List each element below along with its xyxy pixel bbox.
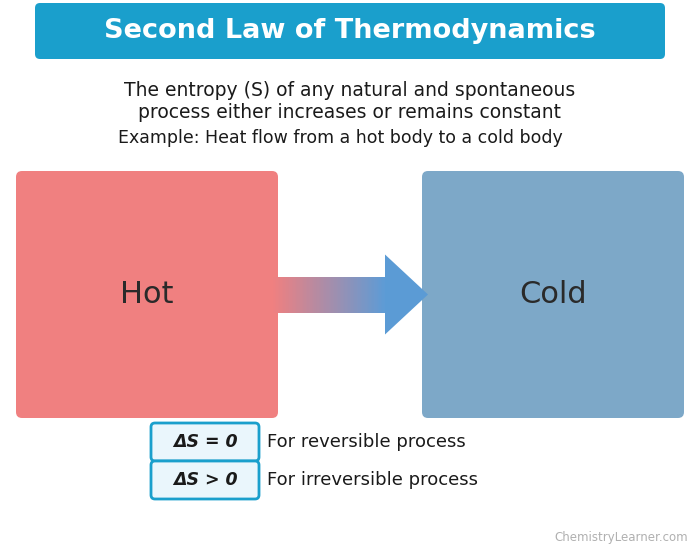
Text: Hot: Hot bbox=[120, 280, 174, 309]
Bar bbox=[321, 277, 323, 312]
Bar bbox=[337, 277, 339, 312]
FancyBboxPatch shape bbox=[16, 171, 278, 418]
Bar bbox=[286, 277, 288, 312]
FancyBboxPatch shape bbox=[151, 461, 259, 499]
Bar bbox=[335, 277, 337, 312]
Bar bbox=[299, 277, 301, 312]
Bar bbox=[354, 277, 356, 312]
Bar bbox=[295, 277, 297, 312]
Bar bbox=[378, 277, 380, 312]
Bar bbox=[313, 277, 315, 312]
Bar bbox=[312, 277, 314, 312]
Bar bbox=[340, 277, 342, 312]
Bar bbox=[326, 277, 328, 312]
Text: For irreversible process: For irreversible process bbox=[267, 471, 478, 489]
Bar bbox=[344, 277, 346, 312]
Text: process either increases or remains constant: process either increases or remains cons… bbox=[139, 103, 561, 121]
Bar bbox=[381, 277, 383, 312]
Bar bbox=[349, 277, 350, 312]
Bar bbox=[363, 277, 364, 312]
Bar bbox=[316, 277, 318, 312]
Bar bbox=[303, 277, 305, 312]
Text: Second Law of Thermodynamics: Second Law of Thermodynamics bbox=[104, 18, 596, 44]
Bar bbox=[330, 277, 332, 312]
Bar bbox=[272, 277, 274, 312]
Bar bbox=[342, 277, 344, 312]
Bar bbox=[318, 277, 321, 312]
Text: ΔS = 0: ΔS = 0 bbox=[173, 433, 237, 451]
Bar bbox=[358, 277, 360, 312]
Bar bbox=[296, 277, 298, 312]
Bar bbox=[298, 277, 300, 312]
Bar bbox=[278, 277, 279, 312]
Bar bbox=[282, 277, 284, 312]
Bar bbox=[317, 277, 319, 312]
Bar bbox=[368, 277, 370, 312]
Bar bbox=[375, 277, 377, 312]
Bar bbox=[290, 277, 293, 312]
Polygon shape bbox=[385, 254, 428, 335]
Text: Example: Heat flow from a hot body to a cold body: Example: Heat flow from a hot body to a … bbox=[118, 129, 562, 147]
Bar bbox=[371, 277, 373, 312]
Bar bbox=[331, 277, 333, 312]
Bar bbox=[285, 277, 286, 312]
Bar bbox=[357, 277, 358, 312]
Bar bbox=[323, 277, 325, 312]
Bar bbox=[307, 277, 309, 312]
Bar bbox=[370, 277, 372, 312]
Bar bbox=[328, 277, 330, 312]
Bar bbox=[365, 277, 367, 312]
Bar bbox=[275, 277, 276, 312]
Bar bbox=[346, 277, 347, 312]
Bar bbox=[338, 277, 340, 312]
Bar bbox=[382, 277, 384, 312]
Bar bbox=[302, 277, 304, 312]
Bar bbox=[288, 277, 290, 312]
Bar bbox=[320, 277, 322, 312]
Bar bbox=[281, 277, 282, 312]
Bar bbox=[356, 277, 357, 312]
Bar bbox=[324, 277, 326, 312]
Bar bbox=[347, 277, 349, 312]
Bar bbox=[377, 277, 379, 312]
Bar bbox=[310, 277, 312, 312]
Bar bbox=[350, 277, 351, 312]
Bar bbox=[274, 277, 275, 312]
Bar bbox=[309, 277, 311, 312]
Bar bbox=[360, 277, 361, 312]
FancyBboxPatch shape bbox=[35, 3, 665, 59]
Bar bbox=[300, 277, 302, 312]
Bar bbox=[289, 277, 291, 312]
Bar bbox=[276, 277, 278, 312]
Bar bbox=[351, 277, 353, 312]
Bar bbox=[314, 277, 316, 312]
Bar bbox=[353, 277, 354, 312]
Bar bbox=[341, 277, 343, 312]
Bar bbox=[284, 277, 285, 312]
Bar bbox=[279, 277, 281, 312]
Bar bbox=[361, 277, 363, 312]
Bar bbox=[379, 277, 382, 312]
Bar bbox=[332, 277, 335, 312]
Text: For reversible process: For reversible process bbox=[267, 433, 466, 451]
Bar bbox=[292, 277, 294, 312]
Text: Cold: Cold bbox=[519, 280, 587, 309]
Bar bbox=[293, 277, 295, 312]
Bar bbox=[374, 277, 376, 312]
FancyBboxPatch shape bbox=[422, 171, 684, 418]
Bar bbox=[334, 277, 336, 312]
Bar bbox=[304, 277, 307, 312]
Bar bbox=[367, 277, 368, 312]
Text: ChemistryLearner.com: ChemistryLearner.com bbox=[554, 531, 688, 544]
Text: The entropy (S) of any natural and spontaneous: The entropy (S) of any natural and spont… bbox=[125, 81, 575, 99]
Text: ΔS > 0: ΔS > 0 bbox=[173, 471, 237, 489]
FancyBboxPatch shape bbox=[151, 423, 259, 461]
Bar bbox=[384, 277, 386, 312]
Bar bbox=[372, 277, 375, 312]
Bar bbox=[327, 277, 329, 312]
Bar bbox=[364, 277, 365, 312]
Bar bbox=[306, 277, 308, 312]
